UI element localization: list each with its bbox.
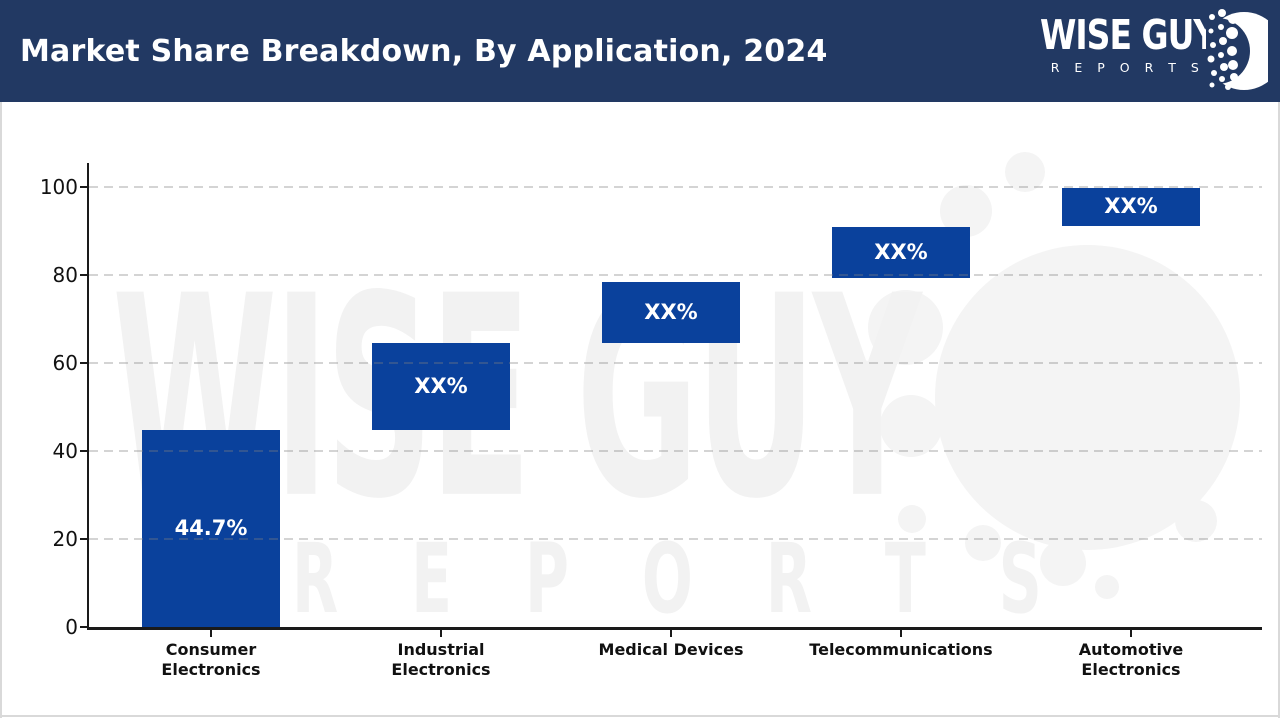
x-label-industrial-electronics: Industrial Electronics <box>391 640 491 679</box>
x-axis-line <box>87 627 1262 630</box>
x-tick-medical-devices <box>670 630 672 637</box>
watermark-subtitle: R E P O R T S <box>292 524 1068 636</box>
x-label-consumer-electronics: Consumer Electronics <box>161 640 261 679</box>
gridline-20 <box>89 538 1262 540</box>
bar-value-label-consumer-electronics: 44.7% <box>174 515 248 540</box>
bar-consumer-electronics: 44.7% <box>142 430 280 627</box>
frame-left-edge <box>0 102 2 718</box>
y-axis-line <box>87 163 89 629</box>
y-tick-label-80: 80 <box>52 263 78 287</box>
bar-value-label-automotive-electronics: XX% <box>1104 194 1158 219</box>
bar-medical-devices: XX% <box>602 282 740 343</box>
bar-value-label-telecommunications: XX% <box>874 239 928 264</box>
y-tick-40 <box>80 450 88 452</box>
y-tick-0 <box>80 626 88 628</box>
y-tick-label-0: 0 <box>65 615 78 639</box>
bar-industrial-electronics: XX% <box>372 343 510 430</box>
frame-bottom-edge <box>0 715 1280 717</box>
bar-telecommunications: XX% <box>832 227 970 278</box>
y-tick-100 <box>80 186 88 188</box>
x-label-medical-devices: Medical Devices <box>598 640 744 659</box>
x-tick-automotive-electronics <box>1130 630 1132 637</box>
y-tick-label-60: 60 <box>52 351 78 375</box>
x-tick-industrial-electronics <box>440 630 442 637</box>
chart-title: Market Share Breakdown, By Application, … <box>20 33 828 69</box>
x-label-telecommunications: Telecommunications <box>809 640 993 659</box>
frame-right-edge <box>1278 102 1280 718</box>
bar-value-label-medical-devices: XX% <box>644 299 698 324</box>
x-tick-consumer-electronics <box>210 630 212 637</box>
y-tick-label-40: 40 <box>52 439 78 463</box>
y-tick-80 <box>80 274 88 276</box>
wiseguy-face-icon <box>1206 9 1268 90</box>
wiseguy-logo: WISE GUY R E P O R T S <box>1040 10 1217 75</box>
header-band: Market Share Breakdown, By Application, … <box>0 0 1280 102</box>
y-tick-label-100: 100 <box>39 175 78 199</box>
y-tick-20 <box>80 538 88 540</box>
y-tick-label-20: 20 <box>52 527 78 551</box>
x-tick-telecommunications <box>900 630 902 637</box>
x-label-automotive-electronics: Automotive Electronics <box>1078 640 1184 679</box>
gridline-60 <box>89 362 1262 364</box>
bar-value-label-industrial-electronics: XX% <box>414 373 468 398</box>
gridline-40 <box>89 450 1262 452</box>
bar-automotive-electronics: XX% <box>1062 188 1200 226</box>
y-tick-60 <box>80 362 88 364</box>
logo-subtitle: R E P O R T S <box>1050 60 1205 75</box>
gridline-80 <box>89 274 1262 276</box>
gridline-100 <box>89 186 1262 188</box>
logo-wordmark: WISE GUY <box>1040 10 1217 59</box>
